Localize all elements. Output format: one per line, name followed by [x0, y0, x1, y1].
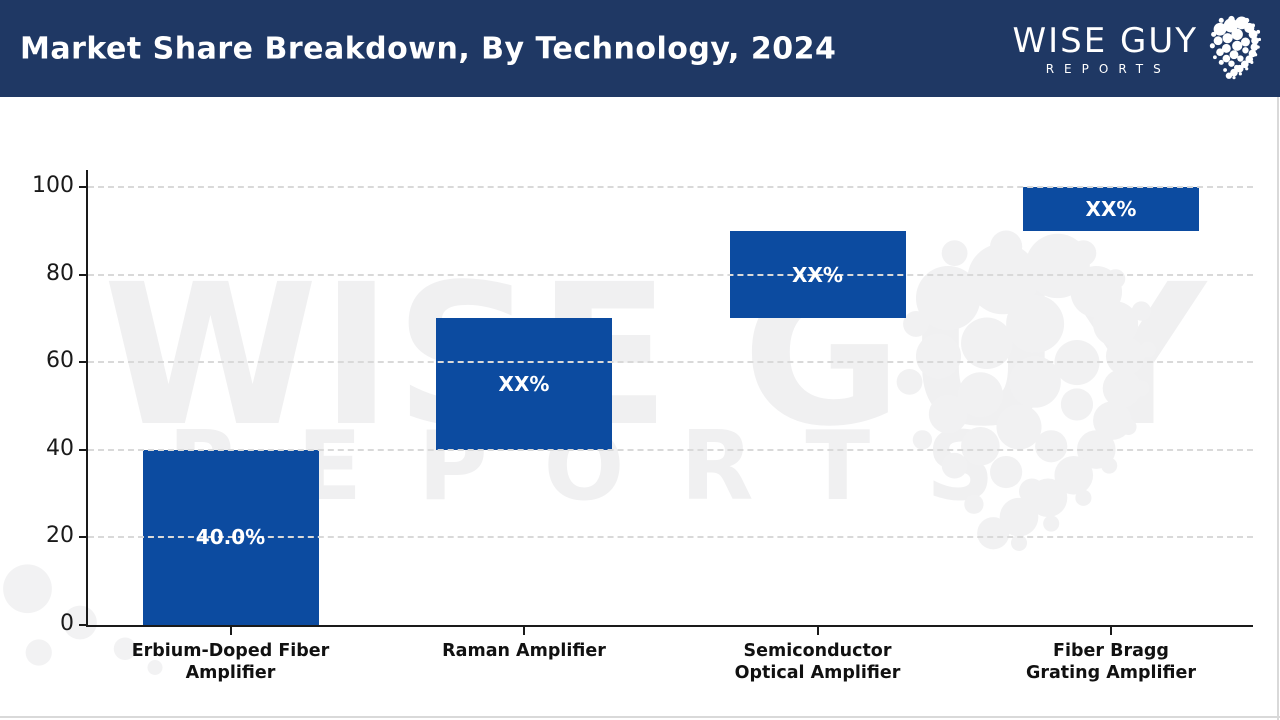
x-tick-1: [229, 626, 232, 635]
y-tick-label-0: 0: [60, 610, 74, 636]
logo-wordmark: WISE GUY: [1012, 20, 1198, 61]
logo-subtext: REPORTS: [1045, 61, 1171, 76]
x-tick-4: [1110, 626, 1112, 635]
canvas-bottom-border: [0, 716, 1280, 718]
category-label-3: Semiconductor Optical Amplifier: [734, 640, 901, 683]
bar-label-2: XX%: [498, 371, 550, 396]
bar-4: [1023, 187, 1199, 231]
wise-guy-logo: WISE GUY REPORTS: [1012, 14, 1266, 84]
y-tick-100: [79, 186, 88, 188]
bar-2: [436, 318, 612, 450]
y-tick-20: [79, 536, 88, 538]
x-axis-line: [86, 624, 1253, 627]
y-axis-line: [86, 170, 88, 627]
y-tick-label-60: 60: [46, 348, 74, 373]
y-tick-label-20: 20: [46, 523, 74, 548]
gridline-y60: [88, 361, 1253, 363]
y-tick-80: [79, 273, 88, 276]
x-tick-2: [523, 626, 525, 635]
y-tick-60: [79, 361, 88, 363]
gridline-y20: [88, 536, 1253, 538]
gridline-y100: [88, 186, 1253, 188]
y-tick-label-40: 40: [46, 435, 74, 461]
category-label-2: Raman Amplifier: [442, 640, 606, 661]
canvas-right-border: [1277, 97, 1279, 720]
logo-head-icon: [1209, 15, 1262, 80]
x-tick-3: [816, 626, 819, 635]
header-bar: Market Share Breakdown, By Technology, 2…: [0, 0, 1280, 97]
gridline-y80: [88, 273, 1253, 276]
y-tick-label-80: 80: [46, 260, 74, 286]
category-label-4: Fiber Bragg Grating Amplifier: [1025, 640, 1197, 683]
bar-label-3: XX%: [792, 262, 843, 287]
bar-label-4: XX%: [1085, 196, 1137, 221]
y-tick-label-100: 100: [32, 173, 74, 198]
logo-text: WISE GUY REPORTS: [1012, 23, 1198, 76]
watermark-wordmark: WISE GUY: [103, 242, 1208, 469]
y-tick-40: [79, 448, 88, 451]
chart-title: Market Share Breakdown, By Technology, 2…: [20, 31, 837, 66]
watermark-head-icon: [896, 230, 1156, 551]
bar-label-1: 40.0%: [195, 525, 266, 549]
gridline-y40: [88, 448, 1253, 451]
category-label-1: Erbium-Doped Fiber Amplifier: [131, 640, 330, 683]
